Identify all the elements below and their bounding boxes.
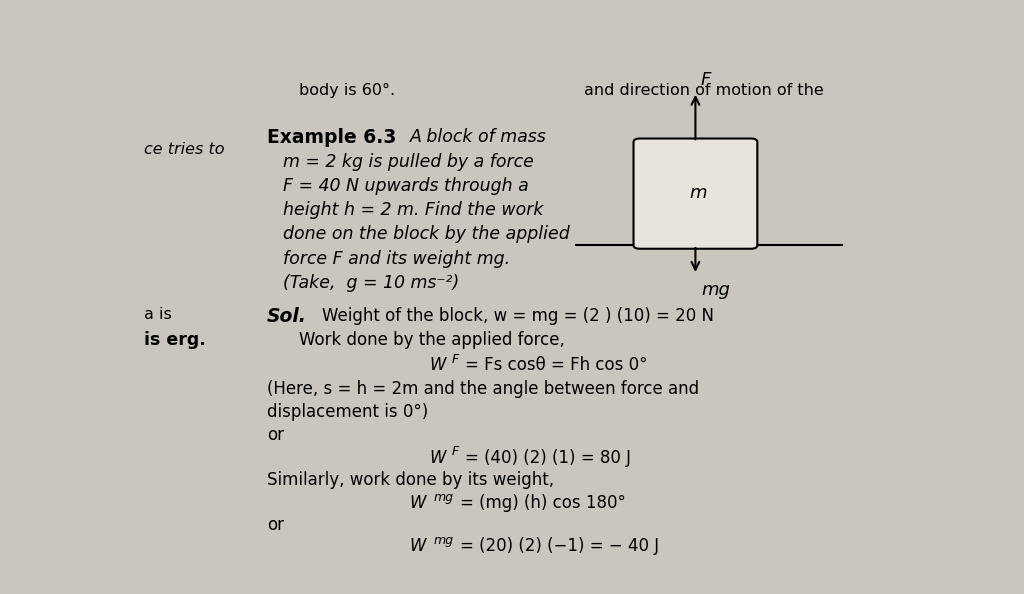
Text: mg: mg: [701, 281, 730, 299]
Text: body is 60°.: body is 60°.: [299, 83, 394, 98]
Text: and direction of motion of the: and direction of motion of the: [585, 83, 824, 98]
Text: displacement is 0°): displacement is 0°): [267, 403, 428, 421]
Text: mg: mg: [433, 533, 454, 546]
Text: F: F: [452, 353, 459, 365]
Text: m: m: [689, 184, 707, 203]
Text: ce tries to: ce tries to: [143, 142, 224, 157]
Text: Work done by the applied force,: Work done by the applied force,: [299, 331, 564, 349]
Text: A block of mass: A block of mass: [410, 128, 547, 147]
Text: done on the block by the applied: done on the block by the applied: [283, 225, 569, 244]
FancyBboxPatch shape: [634, 138, 758, 249]
Text: F: F: [452, 446, 459, 459]
Text: mg: mg: [433, 491, 454, 504]
Text: W: W: [430, 448, 446, 467]
Text: or: or: [267, 426, 284, 444]
Text: F: F: [701, 71, 712, 89]
Text: (Here, s = h = 2m and the angle between force and: (Here, s = h = 2m and the angle between …: [267, 380, 699, 398]
Text: Example 6.3: Example 6.3: [267, 128, 396, 147]
Text: W: W: [410, 494, 426, 512]
Text: a is: a is: [143, 307, 172, 322]
Text: (Take,  g = 10 ms⁻²): (Take, g = 10 ms⁻²): [283, 274, 459, 292]
Text: or: or: [267, 516, 284, 534]
Text: W: W: [430, 356, 446, 374]
Text: force F and its weight mg.: force F and its weight mg.: [283, 249, 510, 268]
Text: F = 40 N upwards through a: F = 40 N upwards through a: [283, 177, 528, 195]
Text: Similarly, work done by its weight,: Similarly, work done by its weight,: [267, 472, 554, 489]
Text: = Fs cosθ = Fh cos 0°: = Fs cosθ = Fh cos 0°: [465, 356, 648, 374]
Text: is erg.: is erg.: [143, 331, 206, 349]
Text: Weight of the block, w = mg = (2 ) (10) = 20 N: Weight of the block, w = mg = (2 ) (10) …: [323, 307, 715, 325]
Text: = (20) (2) (−1) = − 40 J: = (20) (2) (−1) = − 40 J: [460, 537, 658, 555]
Text: W: W: [410, 537, 426, 555]
Text: = (40) (2) (1) = 80 J: = (40) (2) (1) = 80 J: [465, 448, 631, 467]
Text: height h = 2 m. Find the work: height h = 2 m. Find the work: [283, 201, 544, 219]
Text: = (mg) (h) cos 180°: = (mg) (h) cos 180°: [460, 494, 626, 512]
Text: m = 2 kg is pulled by a force: m = 2 kg is pulled by a force: [283, 153, 534, 170]
Text: Sol.: Sol.: [267, 307, 307, 326]
